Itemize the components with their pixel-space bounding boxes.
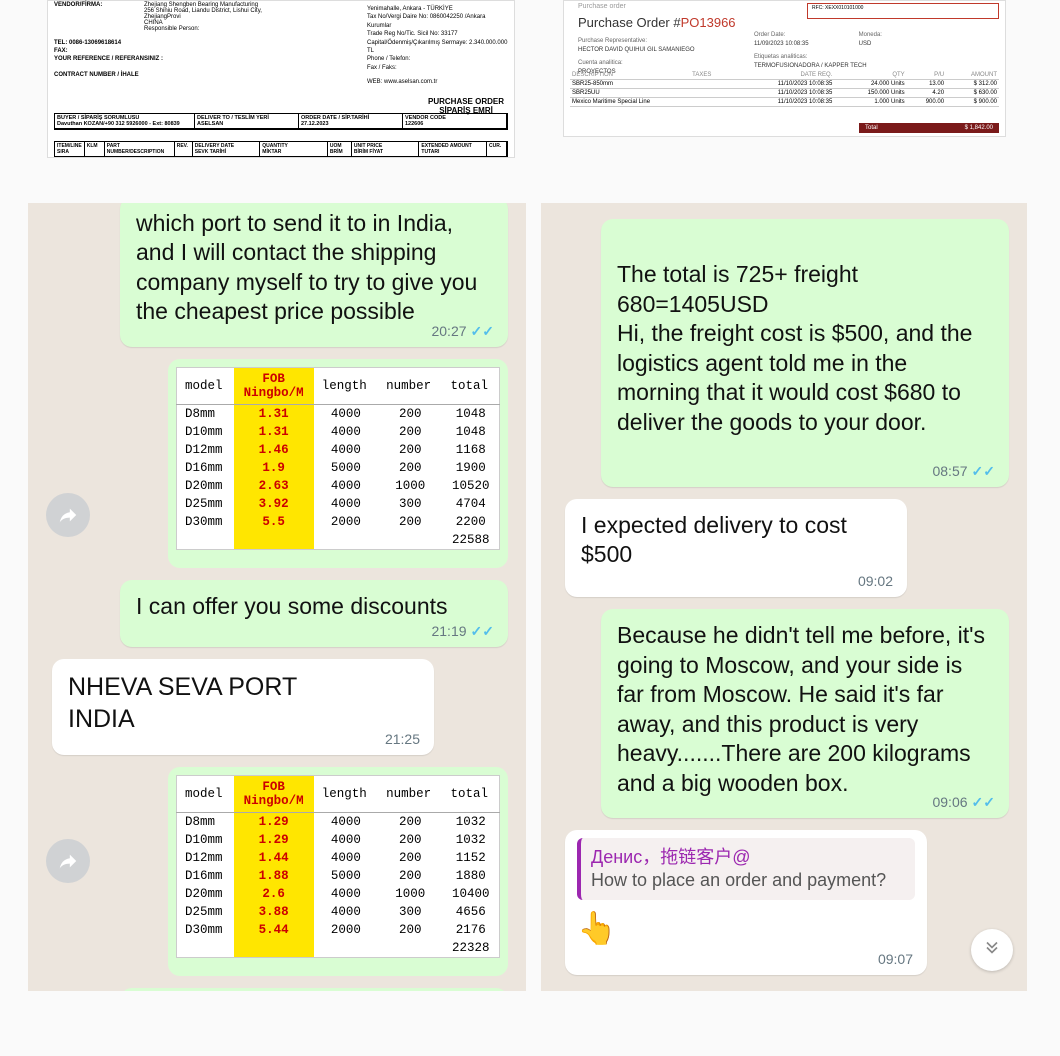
timestamp: 09:06✓✓ xyxy=(932,794,995,812)
reply-text: How to place an order and payment? xyxy=(591,869,905,892)
table-row: D12mm1.4640002001168 xyxy=(177,441,500,459)
forward-icon[interactable] xyxy=(46,493,90,537)
read-ticks-icon: ✓✓ xyxy=(471,623,494,639)
table-row: D20mm2.634000100010520 xyxy=(177,477,500,495)
scroll-to-bottom-button[interactable] xyxy=(971,929,1013,971)
po-line-header: ITEM/LINE SIRA KLM PART NUMBER/DESCRIPTI… xyxy=(54,141,508,157)
outgoing-message[interactable]: The total is 725+ freight 680=1405USD Hi… xyxy=(601,219,1009,487)
rfc-box: RFC: XEXX010101000 xyxy=(807,3,999,19)
th: AMOUNT xyxy=(946,71,999,80)
purchase-order-doc-odoo: RFC: XEXX010101000 Purchase order Purcha… xyxy=(563,0,1006,137)
outgoing-image-message[interactable]: modelFOB Ningbo/Mlengthnumbertotal D8mm1… xyxy=(168,359,508,568)
table-row: SBR25UU11/10/2023 10:08:35150.000 Units4… xyxy=(570,89,999,98)
incoming-message[interactable]: NHEVA SEVA PORT INDIA 21:25 xyxy=(52,659,434,755)
table-row: D30mm5.520002002200 xyxy=(177,513,500,531)
table-row: D10mm1.3140002001048 xyxy=(177,423,500,441)
ref-label: YOUR REFERENCE / REFERANSINIZ : xyxy=(54,56,163,62)
message-text: The total is 725+ freight 680=1405USD Hi… xyxy=(617,261,972,434)
message-text: which port to send it to in India, and I… xyxy=(136,210,477,324)
table-row: D16mm1.8850002001880 xyxy=(177,867,500,885)
timestamp: 08:57✓✓ xyxy=(932,463,995,481)
hdr-cell: CUR. xyxy=(487,142,507,156)
outgoing-message[interactable]: I can offer you some discounts 21:19✓✓ xyxy=(120,580,508,647)
grid-cell: DELIVER TO / TESLİM YERİ ASELSAN xyxy=(195,114,299,129)
th: DATE REQ. xyxy=(731,71,834,80)
mid-line: Fax / Faks: xyxy=(367,64,510,72)
hdr-cell: UNIT PRICE BİRİM FİYAT xyxy=(352,142,420,156)
th: QTY xyxy=(834,71,906,80)
table-row: D16mm1.950002001900 xyxy=(177,459,500,477)
po-total-row: Total$ 1,842.00 xyxy=(859,123,999,133)
hdr-cell: QUANTITY MİKTAR xyxy=(260,142,328,156)
table-row: D25mm3.8840003004656 xyxy=(177,903,500,921)
read-ticks-icon: ✓✓ xyxy=(471,323,494,339)
message-text: NHEVA SEVA PORT INDIA xyxy=(68,673,297,733)
hdr-cell: DELIVERY DATE SEVK TARİHİ xyxy=(193,142,261,156)
price-quote-table-2: modelFOB Ningbo/Mlengthnumbertotal D8mm1… xyxy=(176,775,500,958)
message-text: I can offer you some discounts xyxy=(136,593,448,619)
message-text: Because he didn't tell me before, it's g… xyxy=(617,622,985,795)
mid-line: WEB: www.aselsan.com.tr xyxy=(367,78,510,86)
outgoing-message[interactable]: Okay, I just checked in detail and the l… xyxy=(120,988,508,991)
read-ticks-icon: ✓✓ xyxy=(972,794,995,810)
quoted-reply[interactable]: Денис，拖链客户@ How to place an order and pa… xyxy=(577,838,915,900)
th: TAXES xyxy=(690,71,731,80)
th: DESCRIPTION xyxy=(570,71,690,80)
tel-label: TEL: 0086-13069618614 xyxy=(54,40,144,46)
po-number: PO13966 xyxy=(681,15,736,30)
table-row: D30mm5.4420002002176 xyxy=(177,921,500,939)
table-row: D20mm2.64000100010400 xyxy=(177,885,500,903)
mid-addr: Yenimahalle, Ankara - TÜRKİYE xyxy=(367,5,510,13)
hdr-cell: REV. xyxy=(175,142,193,156)
table-row: SBR25-850mm11/10/2023 10:08:3524.000 Uni… xyxy=(570,80,999,89)
forward-icon[interactable] xyxy=(46,839,90,883)
timestamp: 09:07 xyxy=(878,951,913,969)
purchase-order-doc-aselsan: VENDOR/FİRMA:Zhejiang Shengben Bearing M… xyxy=(47,0,515,158)
mid-line: Capital/Ödenmiş/Çıkarılmış Sermaye: 2.34… xyxy=(367,39,510,56)
po-title: Purchase Order #PO13966 xyxy=(578,15,736,30)
th: P/U xyxy=(907,71,946,80)
whatsapp-chat-left[interactable]: which port to send it to in India, and I… xyxy=(28,203,526,991)
timestamp: 09:02 xyxy=(858,573,893,591)
table-row: Mexico Maritime Special Line11/10/2023 1… xyxy=(570,98,999,107)
table-row: D8mm1.3140002001048 xyxy=(177,404,500,423)
vendor-label: VENDOR/FİRMA: xyxy=(54,2,144,32)
message-text: 👆 xyxy=(577,910,617,946)
po-summary-grid: BUYER / SİPARİŞ SORUMLUSU Davuthan KOZAN… xyxy=(54,113,508,130)
grid-cell: ORDER DATE / SİP.TARİHİ 27.12.2023 xyxy=(299,114,403,129)
table-row: D8mm1.2940002001032 xyxy=(177,813,500,832)
po-meta-right: Order Date:11/09/2023 10:08:35 Moneda:US… xyxy=(754,31,882,71)
hdr-cell: UOM BRİM xyxy=(328,142,352,156)
price-quote-table-1: modelFOB Ningbo/Mlengthnumbertotal D8mm1… xyxy=(176,367,500,550)
incoming-message[interactable]: I expected delivery to cost $500 09:02 xyxy=(565,499,907,598)
table-row: D12mm1.4440002001152 xyxy=(177,849,500,867)
read-ticks-icon: ✓✓ xyxy=(972,463,995,479)
fax-label: FAX: xyxy=(54,48,144,54)
hdr-cell: EXTENDED AMOUNT TUTARI xyxy=(419,142,487,156)
grid-cell: VENDOR CODE 122606 xyxy=(403,114,507,129)
mid-line: Phone / Telefon: xyxy=(367,55,510,63)
table-row: D10mm1.2940002001032 xyxy=(177,831,500,849)
timestamp: 21:19✓✓ xyxy=(431,623,494,641)
po-lines-table: DESCRIPTION TAXES DATE REQ. QTY P/U AMOU… xyxy=(570,71,999,107)
message-text: I expected delivery to cost $500 xyxy=(581,512,847,567)
reply-sender: Денис，拖链客户@ xyxy=(591,846,905,869)
mid-line: Tax No/Vergi Daire No: 0860042250 /Ankar… xyxy=(367,13,510,30)
hdr-cell: PART NUMBER/DESCRIPTION xyxy=(105,142,175,156)
timestamp: 21:25 xyxy=(385,731,420,749)
timestamp: 20:27✓✓ xyxy=(431,323,494,341)
outgoing-image-message[interactable]: modelFOB Ningbo/Mlengthnumbertotal D8mm1… xyxy=(168,767,508,976)
grid-cell: BUYER / SİPARİŞ SORUMLUSU Davuthan KOZAN… xyxy=(55,114,195,129)
mid-line: Trade Reg No/Tic. Sicil No: 33177 xyxy=(367,30,510,38)
incoming-message-with-reply[interactable]: Денис，拖链客户@ How to place an order and pa… xyxy=(565,830,927,975)
po-small-label: Purchase order xyxy=(578,3,626,10)
table-row: D25mm3.9240003004704 xyxy=(177,495,500,513)
whatsapp-chat-right[interactable]: The total is 725+ freight 680=1405USD Hi… xyxy=(541,203,1027,991)
outgoing-message[interactable]: Because he didn't tell me before, it's g… xyxy=(601,609,1009,818)
outgoing-message[interactable]: which port to send it to in India, and I… xyxy=(120,203,508,347)
hdr-cell: KLM xyxy=(85,142,105,156)
buyer-address-block: Yenimahalle, Ankara - TÜRKİYE Tax No/Ver… xyxy=(363,1,514,91)
hdr-cell: ITEM/LINE SIRA xyxy=(55,142,85,156)
contract-label: CONTRACT NUMBER / İHALE xyxy=(54,72,139,78)
